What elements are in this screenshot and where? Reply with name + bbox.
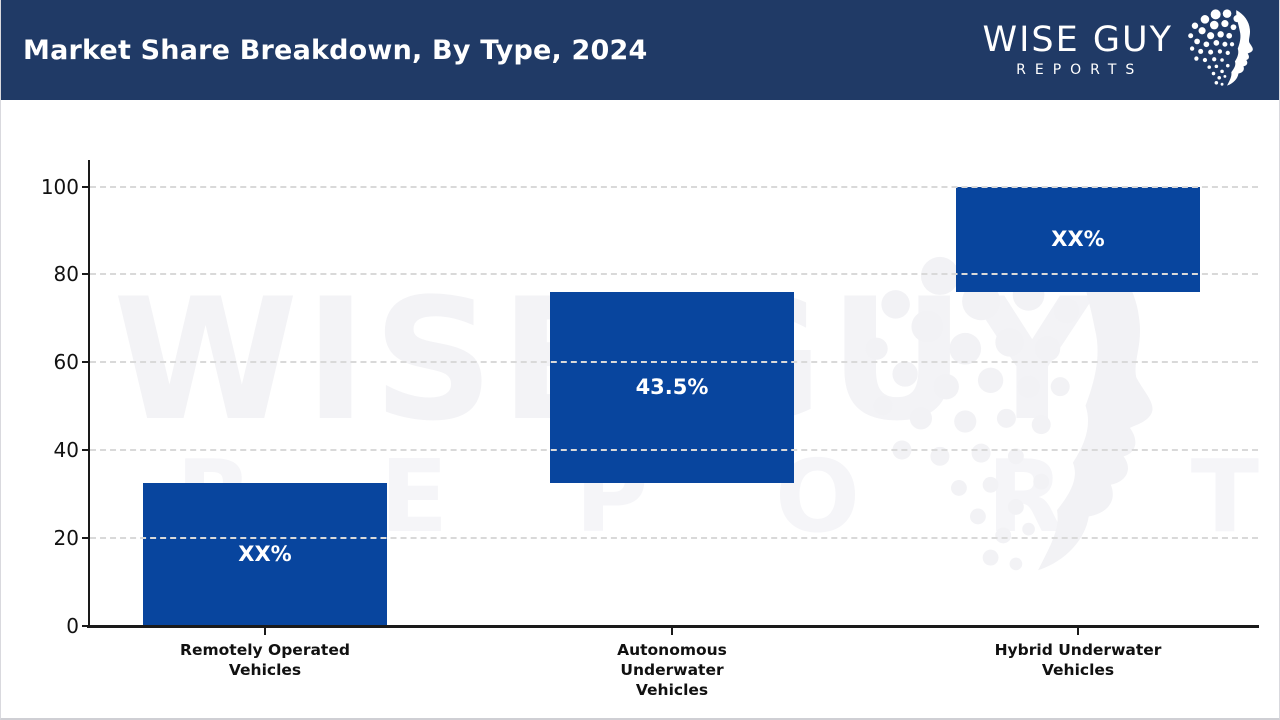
x-tick-mark-3 xyxy=(1077,628,1079,635)
x-tick-mark-2 xyxy=(671,628,673,635)
y-tick-label-80: 80 xyxy=(53,262,79,287)
x-category-label-2: Autonomous Underwater Vehicles xyxy=(617,641,727,699)
bar-value-label-3: XX% xyxy=(1051,227,1105,252)
y-tick-label-20: 20 xyxy=(53,525,79,550)
bar-segment-3: XX% xyxy=(956,186,1200,292)
y-tick-label-40: 40 xyxy=(53,437,79,462)
watermark-brand-subtitle: R E P O R T S xyxy=(176,438,1279,555)
gridline-y-100 xyxy=(90,185,1258,188)
gridline-y-20 xyxy=(90,536,1258,539)
logo-head-icon xyxy=(1188,9,1253,86)
x-tick-mark-1 xyxy=(264,628,266,635)
y-tick-label-100: 100 xyxy=(40,174,79,199)
bar-value-label-1: XX% xyxy=(238,542,292,567)
brand-logo: WISE GUY REPORTS xyxy=(982,6,1257,94)
watermark-head-icon xyxy=(865,231,1153,571)
x-category-label-1: Remotely Operated Vehicles xyxy=(180,641,350,679)
bar-segment-1: XX% xyxy=(143,482,387,626)
y-axis-line xyxy=(88,160,90,627)
bar-value-label-2: 43.5% xyxy=(635,375,709,400)
watermark-brand-name: WISE GUY xyxy=(113,262,1100,458)
x-axis-line xyxy=(87,625,1259,628)
y-tick-label-60: 60 xyxy=(53,350,79,375)
brand-name: WISE GUY xyxy=(982,20,1173,60)
gridline-y-60 xyxy=(90,361,1258,364)
brand-subtitle: REPORTS xyxy=(1016,62,1144,78)
header-bar: Market Share Breakdown, By Type, 2024 WI… xyxy=(1,0,1279,100)
gridline-y-80 xyxy=(90,273,1258,276)
x-category-label-3: Hybrid Underwater Vehicles xyxy=(994,641,1162,679)
bar-segment-2: 43.5% xyxy=(550,291,794,483)
y-tick-label-0: 0 xyxy=(66,613,79,638)
brand-logo-text: WISE GUY REPORTS xyxy=(982,20,1173,78)
gridline-y-40 xyxy=(90,448,1258,451)
page-title: Market Share Breakdown, By Type, 2024 xyxy=(23,34,648,66)
